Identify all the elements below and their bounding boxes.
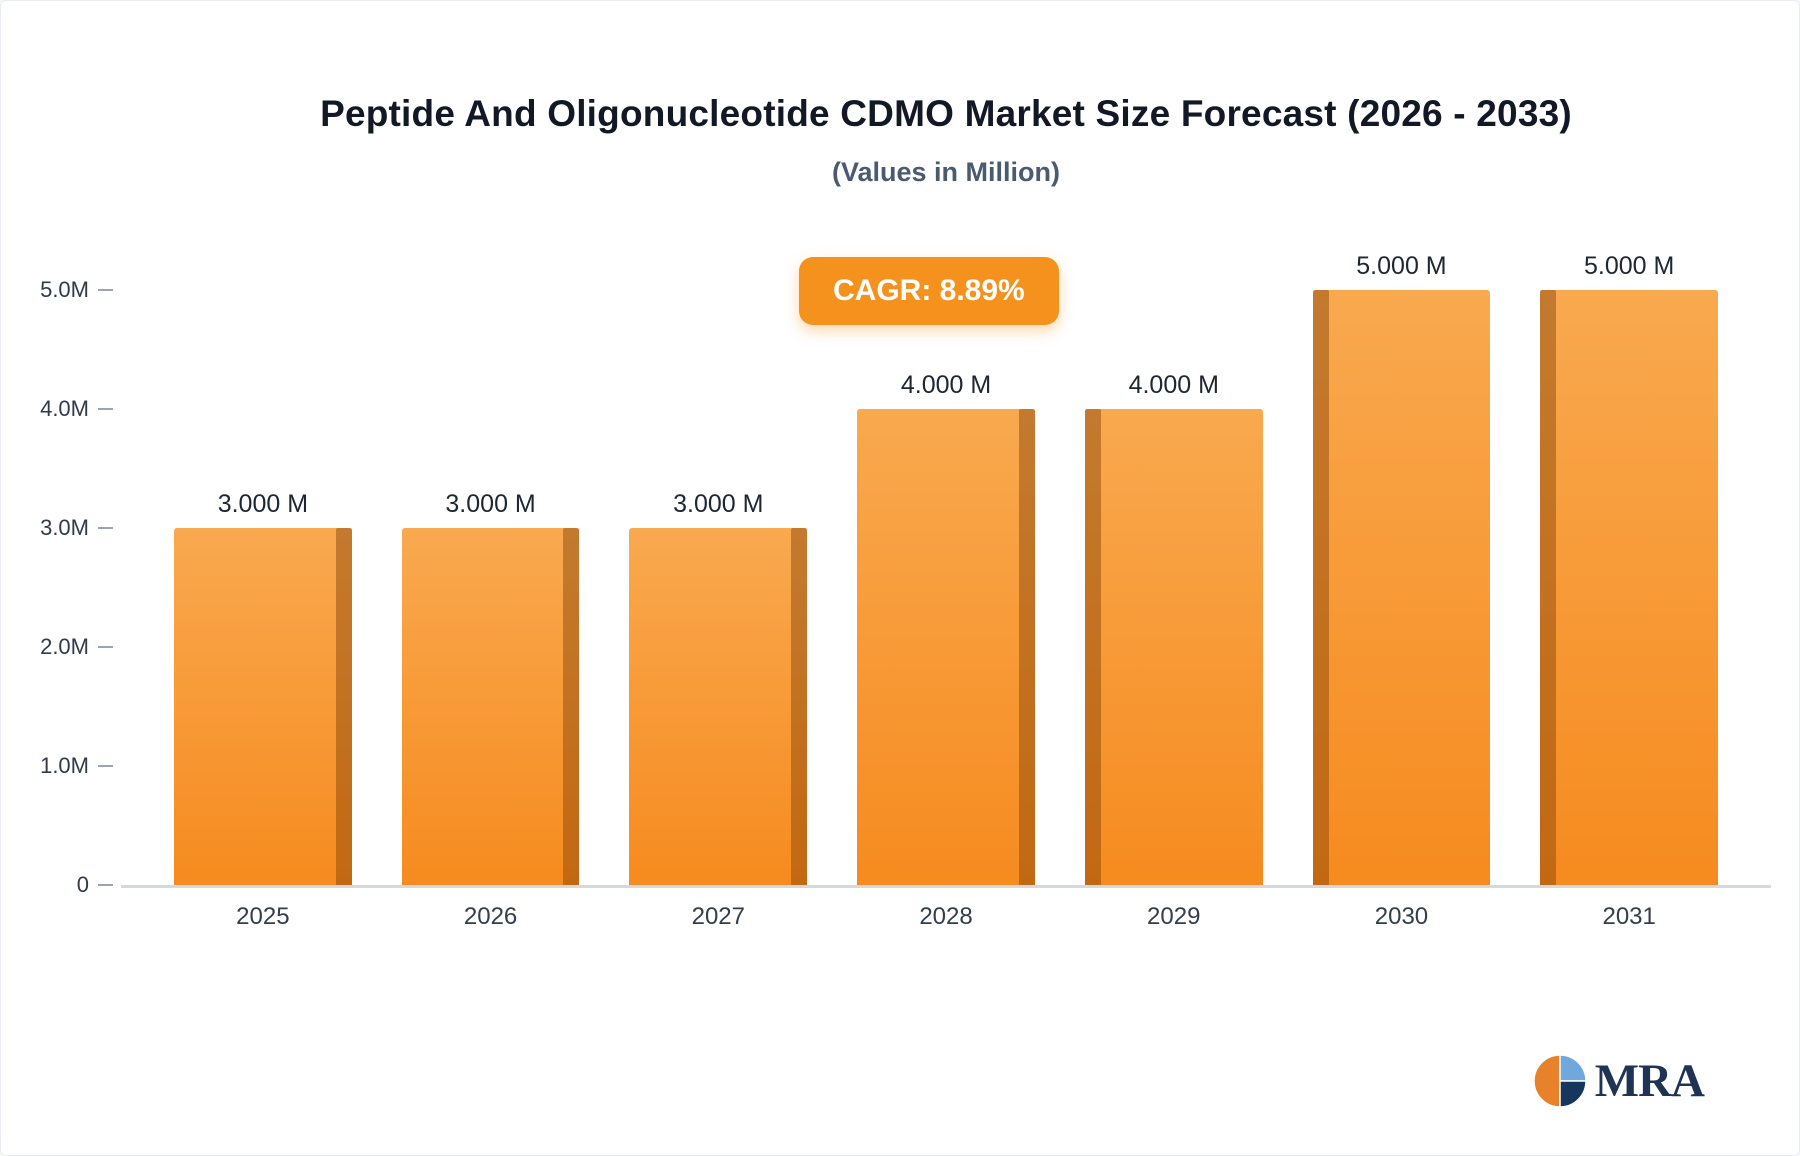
y-axis: 0 1.0M 2.0M 3.0M 4.0M 5.0M xyxy=(1,277,113,897)
y-tick-mark xyxy=(98,765,113,767)
y-tick-4.0M: 4.0M xyxy=(40,396,113,422)
y-tick-label: 5.0M xyxy=(40,277,89,302)
bar-2031 xyxy=(1540,290,1718,885)
chart-header: Peptide And Oligonucleotide CDMO Market … xyxy=(121,93,1771,188)
y-tick-mark xyxy=(98,289,113,291)
bar-column-2028: 4.000 M xyxy=(832,290,1060,885)
bar-2025 xyxy=(174,528,352,885)
bar-2030 xyxy=(1312,290,1491,885)
bar-value-label: 3.000 M xyxy=(673,490,764,518)
y-tick-mark xyxy=(98,884,113,886)
bar-value-label: 4.000 M xyxy=(900,371,992,399)
bar-column-2030: 5.000 M xyxy=(1288,252,1516,885)
y-tick-0: 0 xyxy=(77,872,113,898)
y-tick-label: 2.0M xyxy=(40,634,89,659)
bar-2029 xyxy=(1084,409,1263,885)
x-label-2027: 2027 xyxy=(691,903,745,930)
y-tick-label: 3.0M xyxy=(40,515,89,540)
mra-logo: MRA xyxy=(1532,1053,1705,1109)
x-axis: 2025 2026 2027 2028 2029 2030 2031 xyxy=(121,903,1771,931)
x-label-2029: 2029 xyxy=(1147,903,1201,930)
x-label-2030: 2030 xyxy=(1374,903,1429,930)
bar-column-2031: 5.000 M xyxy=(1515,252,1743,885)
x-label-2025: 2025 xyxy=(236,903,290,930)
pie-logo-icon xyxy=(1533,1054,1587,1108)
chart-title: Peptide And Oligonucleotide CDMO Market … xyxy=(320,93,1572,134)
bar-2026 xyxy=(401,528,580,885)
y-tick-2.0M: 2.0M xyxy=(40,634,113,660)
bar-column-2026: 3.000 M xyxy=(377,290,605,885)
bar-column-2029: 4.000 M xyxy=(1060,290,1288,885)
x-label-2028: 2028 xyxy=(919,903,973,930)
y-tick-5.0M: 5.0M xyxy=(40,277,113,303)
y-tick-mark xyxy=(98,408,113,410)
y-tick-label: 1.0M xyxy=(40,753,89,778)
bar-value-label: 3.000 M xyxy=(217,490,309,518)
bar-column-2025: 3.000 M xyxy=(149,290,377,885)
x-label-2031: 2031 xyxy=(1602,903,1656,930)
bar-value-label: 4.000 M xyxy=(1128,371,1219,399)
bar-column-2027: 3.000 M xyxy=(604,290,832,885)
bar-2028 xyxy=(857,409,1035,885)
logo-text: MRA xyxy=(1594,1054,1705,1107)
y-tick-mark xyxy=(98,646,113,648)
cagr-badge: CAGR: 8.89% xyxy=(799,257,1059,325)
bar-2027 xyxy=(629,528,808,885)
bars-container: 3.000 M 3.000 M 3.000 M 4.000 M 4.000 M 5.000… xyxy=(121,252,1771,885)
y-tick-mark xyxy=(98,527,113,529)
y-tick-3.0M: 3.0M xyxy=(40,515,113,541)
y-tick-label: 0 xyxy=(76,872,89,897)
chart-subtitle: (Values in Million) xyxy=(831,157,1061,187)
y-tick-label: 4.0M xyxy=(40,396,89,421)
y-tick-1.0M: 1.0M xyxy=(40,753,113,779)
bar-value-label: 5.000 M xyxy=(1356,252,1447,280)
bar-value-label: 3.000 M xyxy=(445,490,536,518)
x-label-2026: 2026 xyxy=(463,903,518,930)
plot-area: 3.000 M 3.000 M 3.000 M 4.000 M 4.000 M 5.000… xyxy=(121,252,1771,888)
bar-value-label: 5.000 M xyxy=(1584,252,1675,280)
